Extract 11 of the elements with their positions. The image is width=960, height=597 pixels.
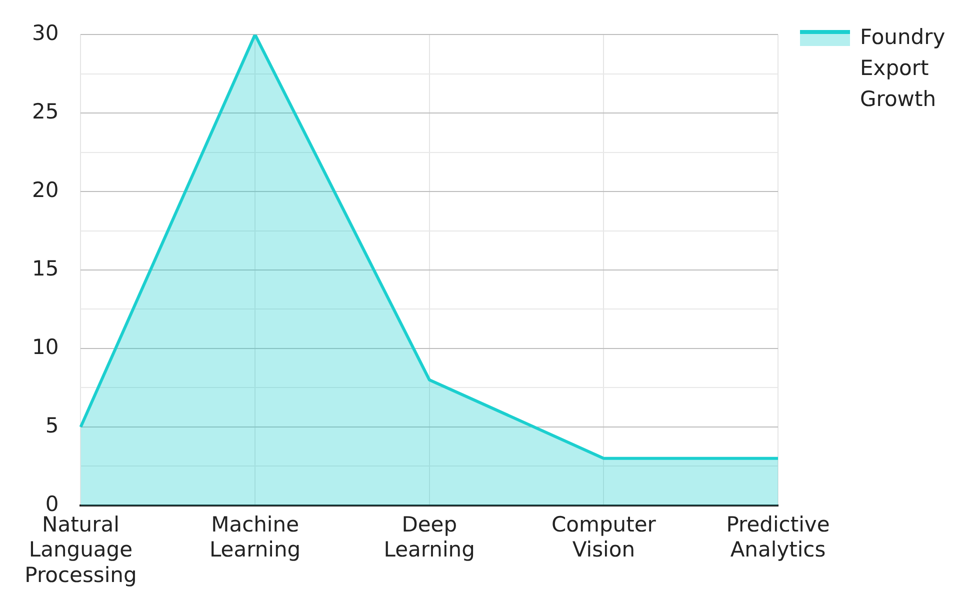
x-tick-label: Deep Learning (384, 512, 475, 562)
legend-label: Foundry Export Growth (860, 24, 946, 113)
x-tick-label: Predictive Analytics (726, 512, 830, 562)
y-tick-label: 30 (32, 21, 59, 46)
y-tick-label: 15 (32, 256, 59, 280)
y-tick-label: 10 (32, 334, 59, 359)
y-tick-label: 5 (45, 413, 59, 438)
x-tick-label: Machine Learning (209, 512, 301, 562)
y-tick-label: 25 (32, 100, 59, 124)
y-tick-label: 20 (32, 178, 59, 202)
x-tick-label: Computer Vision (551, 512, 656, 562)
